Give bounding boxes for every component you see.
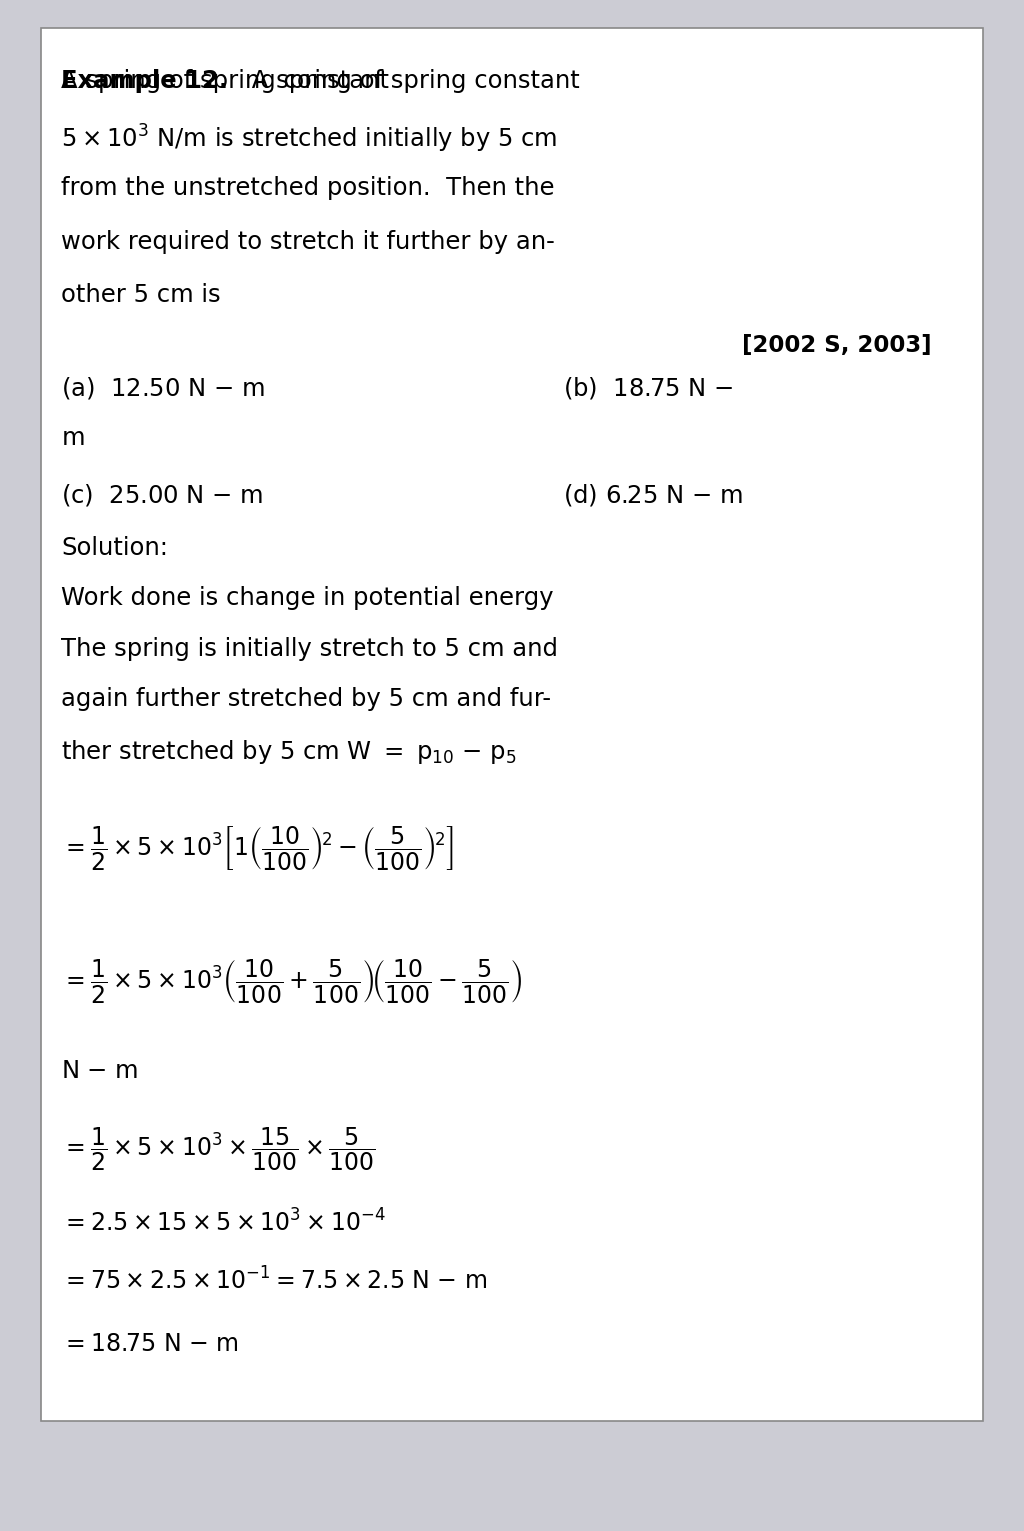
Text: (d) 6.25 N $-$ m: (d) 6.25 N $-$ m [563, 482, 743, 508]
Text: $= \dfrac{1}{2} \times 5 \times 10^3 \left(\dfrac{10}{100} + \dfrac{5}{100}\righ: $= \dfrac{1}{2} \times 5 \times 10^3 \le… [61, 957, 523, 1004]
Text: A spring of spring constant: A spring of spring constant [244, 69, 580, 93]
Text: (a)  12.50 N $-$ m: (a) 12.50 N $-$ m [61, 375, 265, 401]
Text: Work done is change in potential energy: Work done is change in potential energy [61, 586, 554, 611]
Text: again further stretched by 5 cm and fur-: again further stretched by 5 cm and fur- [61, 687, 552, 712]
Text: Example 12.: Example 12. [61, 69, 228, 93]
Text: m: m [61, 426, 85, 450]
Text: from the unstretched position.  Then the: from the unstretched position. Then the [61, 176, 555, 201]
Text: ther stretched by 5 cm W $=$ p$_{10}$ $-$ p$_5$: ther stretched by 5 cm W $=$ p$_{10}$ $-… [61, 738, 517, 766]
Text: $5 \times 10^3$ N/m is stretched initially by 5 cm: $5 \times 10^3$ N/m is stretched initial… [61, 122, 558, 155]
Text: $= \dfrac{1}{2} \times 5 \times 10^3 \left[ 1\left(\dfrac{10}{100}\right)^{\!2} : $= \dfrac{1}{2} \times 5 \times 10^3 \le… [61, 824, 455, 871]
Text: A spring of spring constant: A spring of spring constant [61, 69, 389, 93]
Text: Solution:: Solution: [61, 536, 168, 560]
Text: $= \dfrac{1}{2} \times 5 \times 10^3 \times \dfrac{15}{100} \times \dfrac{5}{100: $= \dfrac{1}{2} \times 5 \times 10^3 \ti… [61, 1125, 376, 1173]
Text: (b)  18.75 N $-$: (b) 18.75 N $-$ [563, 375, 734, 401]
Text: $= 75 \times 2.5 \times 10^{-1} = 7.5 \times 2.5$ N $-$ m: $= 75 \times 2.5 \times 10^{-1} = 7.5 \t… [61, 1268, 487, 1295]
FancyBboxPatch shape [41, 28, 983, 1421]
Text: N $-$ m: N $-$ m [61, 1059, 139, 1084]
Text: [2002 S, 2003]: [2002 S, 2003] [742, 334, 932, 357]
Text: $= 2.5 \times 15 \times 5 \times 10^3 \times 10^{-4}$: $= 2.5 \times 15 \times 5 \times 10^3 \t… [61, 1209, 386, 1237]
Text: (c)  25.00 N $-$ m: (c) 25.00 N $-$ m [61, 482, 263, 508]
Text: $= 18.75$ N $-$ m: $= 18.75$ N $-$ m [61, 1332, 240, 1356]
Text: The spring is initially stretch to 5 cm and: The spring is initially stretch to 5 cm … [61, 637, 558, 661]
Text: other 5 cm is: other 5 cm is [61, 283, 221, 308]
Text: work required to stretch it further by an-: work required to stretch it further by a… [61, 230, 555, 254]
